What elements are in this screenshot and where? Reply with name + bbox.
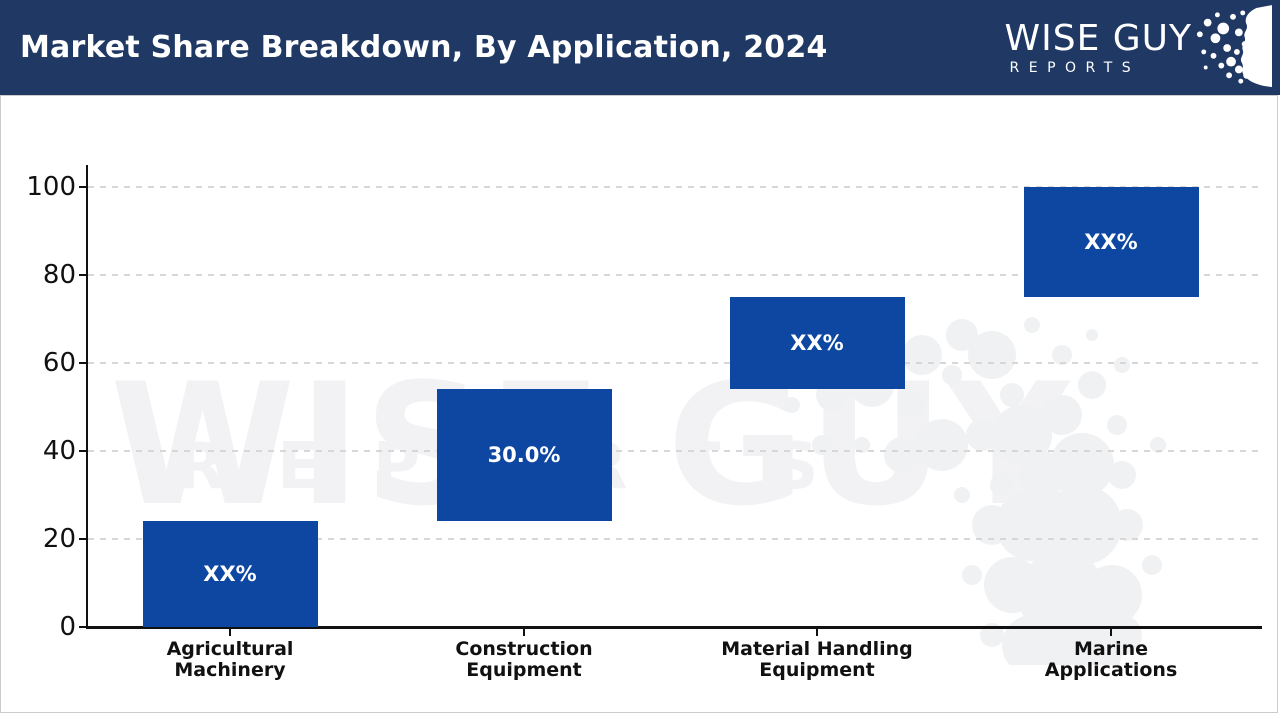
y-tick bbox=[79, 274, 87, 276]
y-tick bbox=[79, 538, 87, 540]
bar-segment: XX% bbox=[142, 521, 318, 627]
category-label-line: Marine bbox=[1073, 638, 1149, 660]
category-label-line: Material Handling bbox=[721, 638, 913, 660]
category-label-line: Equipment bbox=[466, 658, 582, 681]
y-gridline bbox=[88, 362, 1262, 364]
y-gridline bbox=[88, 186, 1262, 188]
y-tick bbox=[79, 186, 87, 188]
y-tick-label: 100 bbox=[26, 172, 76, 202]
bar-value-label: XX% bbox=[203, 562, 257, 587]
category-label-line: Applications bbox=[1044, 658, 1178, 681]
y-tick bbox=[79, 626, 87, 628]
category-label-line: Machinery bbox=[174, 658, 286, 681]
category-label-line: Construction bbox=[455, 638, 593, 660]
bar-segment: XX% bbox=[1023, 187, 1199, 297]
x-axis-spine bbox=[86, 626, 1262, 629]
bar-value-label: 30.0% bbox=[487, 443, 561, 468]
x-tick bbox=[816, 629, 818, 636]
category-label: Marine Applications bbox=[961, 639, 1261, 680]
category-label-line: Equipment bbox=[759, 658, 875, 681]
logo-subtext: REPORTS bbox=[1009, 59, 1141, 76]
logo-wordmark: WISE GUY bbox=[1004, 17, 1192, 59]
y-tick-label: 60 bbox=[42, 348, 76, 378]
category-label: Agricultural Machinery bbox=[80, 639, 380, 680]
bar-value-label: XX% bbox=[790, 331, 844, 356]
x-tick bbox=[523, 629, 525, 636]
x-tick bbox=[1110, 629, 1112, 636]
wiseguy-logo: WISE GUY REPORTS bbox=[1004, 3, 1272, 92]
y-tick-label: 20 bbox=[42, 524, 76, 554]
x-tick bbox=[229, 629, 231, 636]
y-tick bbox=[79, 362, 87, 364]
y-gridline bbox=[88, 450, 1262, 452]
category-label-line: Agricultural bbox=[166, 638, 294, 660]
y-gridline bbox=[88, 538, 1262, 540]
logo-text: WISE GUY REPORTS bbox=[1004, 17, 1193, 76]
y-tick-label: 40 bbox=[42, 436, 76, 466]
category-label: Material Handling Equipment bbox=[667, 639, 967, 680]
bar-segment: XX% bbox=[729, 297, 905, 390]
y-tick-label: 0 bbox=[59, 612, 76, 642]
bar-segment: 30.0% bbox=[436, 389, 612, 522]
bar-value-label: XX% bbox=[1084, 230, 1138, 254]
y-tick bbox=[79, 450, 87, 452]
y-axis-spine bbox=[86, 165, 88, 629]
header-bar: Market Share Breakdown, By Application, … bbox=[0, 0, 1280, 95]
logo-head-icon bbox=[1196, 4, 1272, 87]
category-label: Construction Equipment bbox=[374, 639, 674, 680]
chart-title: Market Share Breakdown, By Application, … bbox=[20, 30, 828, 65]
y-gridline bbox=[88, 274, 1262, 276]
y-tick-label: 80 bbox=[42, 260, 76, 290]
